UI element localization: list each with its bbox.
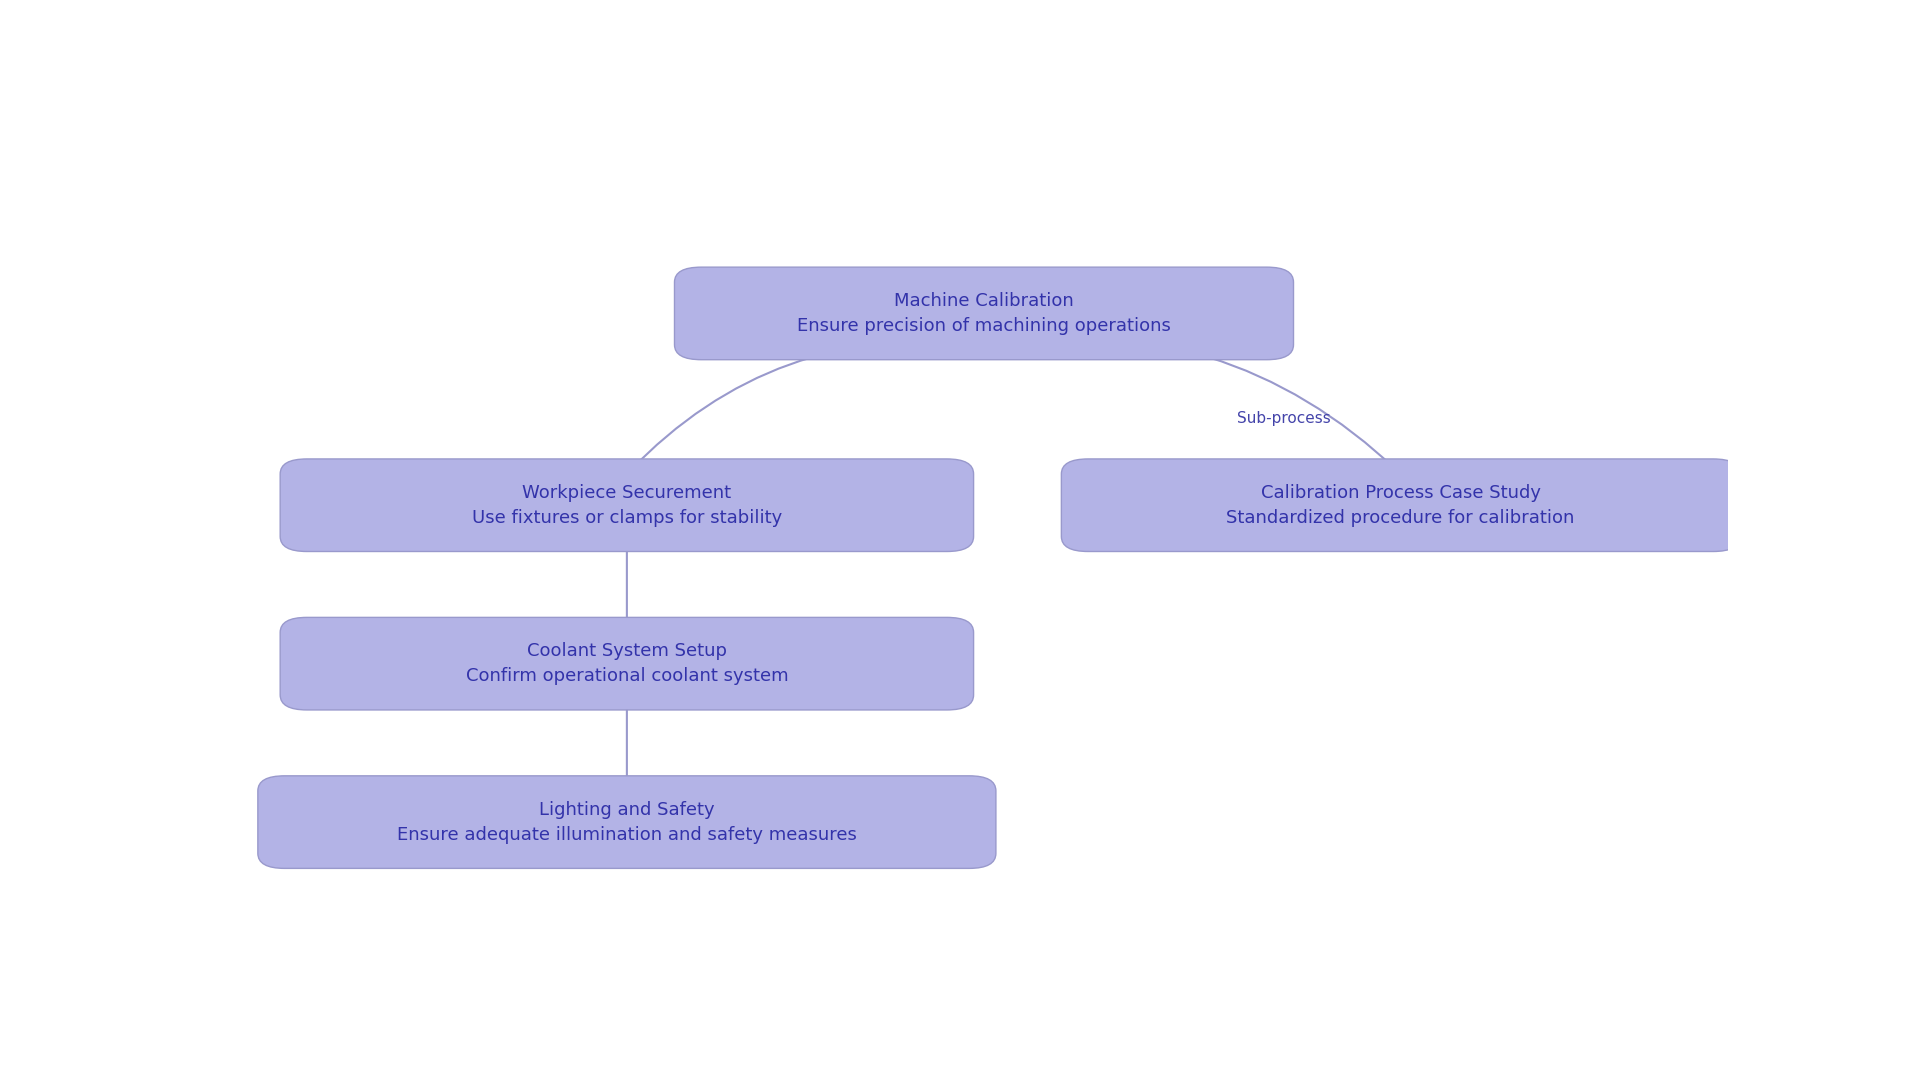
Text: Machine Calibration
Ensure precision of machining operations: Machine Calibration Ensure precision of … [797,292,1171,335]
FancyBboxPatch shape [280,617,973,710]
Text: Lighting and Safety
Ensure adequate illumination and safety measures: Lighting and Safety Ensure adequate illu… [397,800,856,844]
FancyBboxPatch shape [257,775,996,869]
FancyBboxPatch shape [674,268,1294,360]
FancyBboxPatch shape [1062,459,1740,551]
Text: Sub-process: Sub-process [1236,410,1331,426]
Text: Calibration Process Case Study
Standardized procedure for calibration: Calibration Process Case Study Standardi… [1227,484,1574,526]
FancyBboxPatch shape [280,459,973,551]
Text: Workpiece Securement
Use fixtures or clamps for stability: Workpiece Securement Use fixtures or cla… [472,484,781,526]
Text: Coolant System Setup
Confirm operational coolant system: Coolant System Setup Confirm operational… [465,642,789,686]
